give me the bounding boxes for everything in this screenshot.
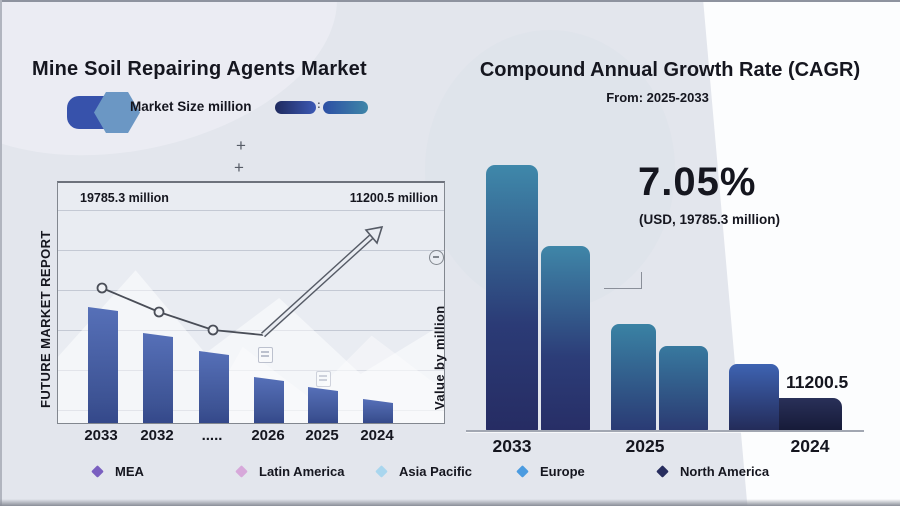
value-callout: 11200.5 <box>786 372 849 392</box>
cagr-detail: (USD, 19785.3 million) <box>639 212 781 227</box>
right-bar <box>659 346 708 431</box>
right-x-axis-labels: 2033 2025 2024 <box>0 436 900 458</box>
right-bar <box>541 246 590 431</box>
legend-item: Europe <box>516 463 585 479</box>
x-axis-label: 2025 <box>625 436 665 456</box>
plus-mark-icon: + <box>236 136 246 155</box>
left-bar <box>199 351 229 423</box>
legend-item: North America <box>656 463 770 479</box>
gradient-pill-navy <box>275 101 316 114</box>
left-x-axis-labels: 2033 2032..... 2026 2025 2024 <box>57 427 445 445</box>
start-value-label: 19785.3 million <box>80 191 169 205</box>
x-axis-label: 2033 <box>84 427 118 444</box>
left-bar <box>254 377 284 423</box>
right-bar <box>729 364 779 431</box>
zoom-out-icon <box>429 250 444 265</box>
x-axis-label: 2025 <box>305 427 339 444</box>
x-axis-label: ..... <box>201 427 223 444</box>
x-axis-label: 2032 <box>140 427 174 444</box>
left-border <box>0 0 2 506</box>
left-bar <box>308 387 338 423</box>
legend-item: Latin America <box>235 463 345 479</box>
bottom-border <box>0 499 900 506</box>
corner-bracket-decoration <box>604 272 642 289</box>
x-axis-label: 2024 <box>790 436 830 456</box>
left-bar-chart-plot: 19785.3 million 11200.5 million <box>57 181 445 424</box>
gradient-pill-teal <box>323 101 368 114</box>
left-bar <box>363 399 393 423</box>
left-chart-title: Mine Soil Repairing Agents Market <box>32 58 367 80</box>
right-bar <box>486 165 538 431</box>
legend-item: Asia Pacific <box>375 463 472 479</box>
x-axis-label: 2033 <box>492 436 532 456</box>
legend-label: Asia Pacific <box>399 463 472 479</box>
legend-diamond-icon <box>516 464 529 478</box>
legend-label: North America <box>680 463 770 479</box>
legend-label: MEA <box>115 463 144 479</box>
top-border <box>0 0 900 2</box>
x-axis-label: 2026 <box>251 427 285 444</box>
right-bar <box>779 398 842 431</box>
background-blob-topleft <box>0 0 361 192</box>
left-bar <box>143 333 173 423</box>
document-watermark-icon <box>316 371 331 387</box>
legend-diamond-icon <box>235 464 248 478</box>
cagr-subtitle: From: 2025-2033 <box>606 90 709 105</box>
future-market-report-watermark: FUTURE MARKET REPORT <box>38 230 53 408</box>
legend-diamond-icon <box>91 464 104 478</box>
legend-diamond-icon <box>375 464 388 478</box>
x-axis-label: 2024 <box>360 427 394 444</box>
legend-label: Latin America <box>259 463 345 479</box>
right-chart-axis <box>466 430 864 432</box>
pill-separator: : <box>317 99 321 111</box>
cagr-title: Compound Annual Growth Rate (CAGR) <box>479 59 861 81</box>
document-watermark-icon <box>258 347 273 363</box>
right-bar <box>611 324 656 431</box>
trend-line-and-arrow <box>96 225 384 338</box>
market-size-label: Market Size million <box>130 99 252 114</box>
y-axis-label: Value by million <box>432 305 447 410</box>
cagr-value: 7.05% <box>638 160 757 204</box>
legend-diamond-icon <box>656 464 669 478</box>
end-value-label: 11200.5 million <box>349 191 438 205</box>
left-bar <box>88 307 118 423</box>
plus-mark-icon: + <box>234 158 244 177</box>
legend-label: Europe <box>540 463 585 479</box>
legend-item: MEA <box>91 463 144 479</box>
